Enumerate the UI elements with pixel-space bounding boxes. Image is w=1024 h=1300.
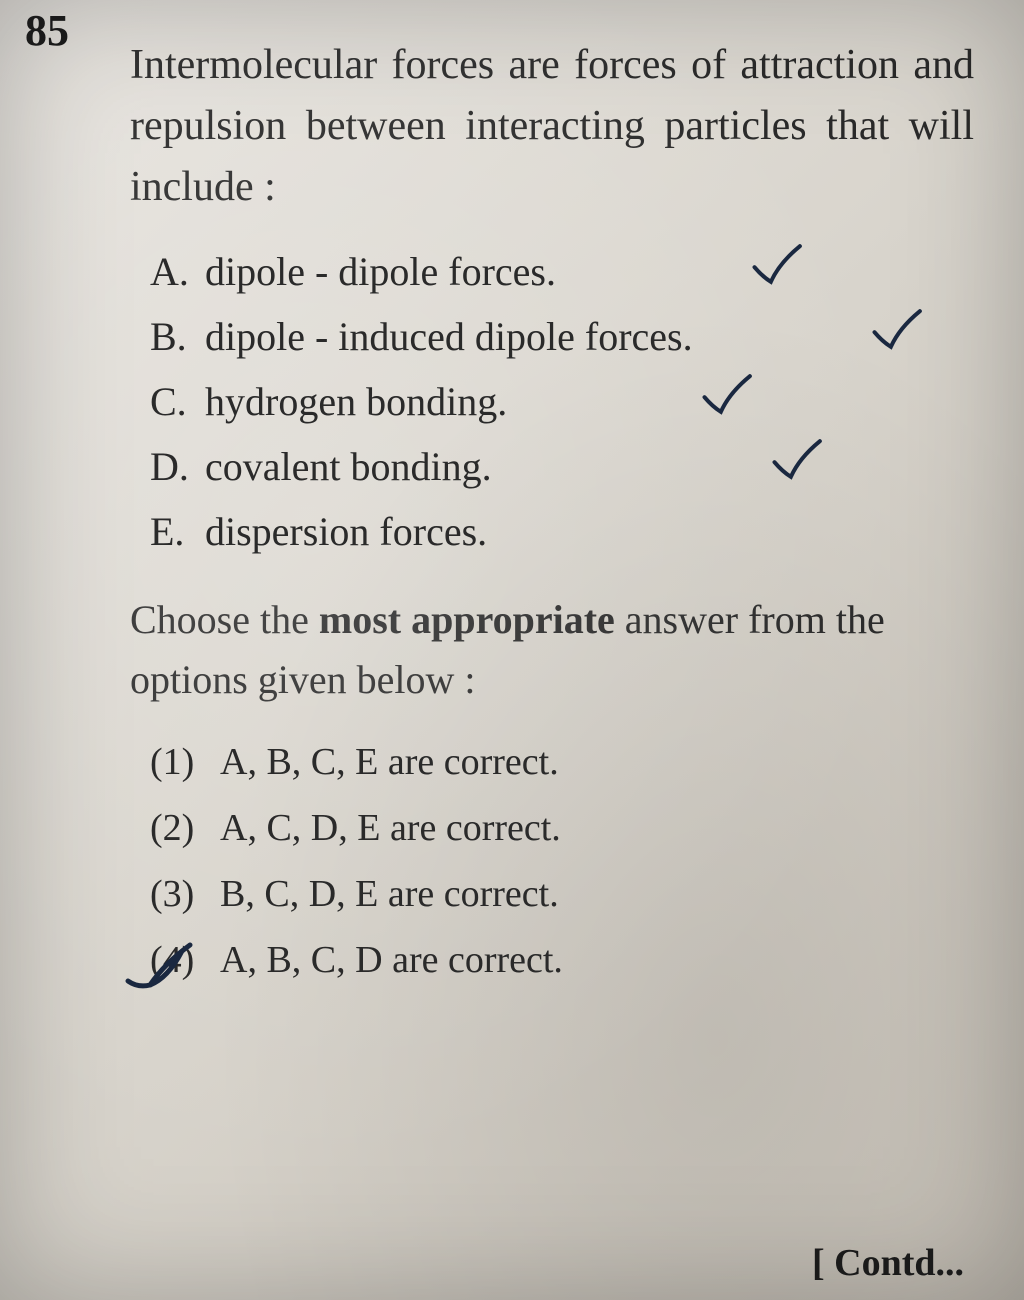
statement-label: B. [150,313,205,360]
checkmark-icon [768,435,833,497]
statement-label: C. [150,378,205,425]
statement-text: hydrogen bonding. [205,378,507,425]
statement-row: B.dipole - induced dipole forces. [150,313,974,360]
checkmark-icon [698,370,763,432]
statement-text: dipole - induced dipole forces. [205,313,693,360]
statement-list: A.dipole - dipole forces.B.dipole - indu… [150,248,974,555]
option-text: A, B, C, E are correct. [220,740,559,784]
option-text: A, B, C, D are correct. [220,938,563,982]
option-label: (2) [150,806,220,850]
statement-text: covalent bonding. [205,443,492,490]
statement-label: A. [150,248,205,295]
instruction-bold: most appropriate [319,597,615,642]
option-list: (1)A, B, C, E are correct.(2)A, C, D, E … [150,740,974,982]
checkmark-icon [868,305,933,367]
statement-row: D.covalent bonding. [150,443,974,490]
statement-label: E. [150,508,205,555]
option-label: (3) [150,872,220,916]
option-row: (4)A, B, C, D are correct. [150,938,974,982]
question-content: Intermolecular forces are forces of attr… [30,20,974,982]
statement-label: D. [150,443,205,490]
instruction-pre: Choose the [130,597,319,642]
option-row: (2)A, C, D, E are correct. [150,806,974,850]
question-stem: Intermolecular forces are forces of attr… [130,35,974,218]
statement-row: A.dipole - dipole forces. [150,248,974,295]
option-row: (3)B, C, D, E are correct. [150,872,974,916]
statement-row: C.hydrogen bonding. [150,378,974,425]
page-footer: [ Contd... [812,1241,964,1285]
question-number: 85 [25,5,69,56]
option-text: B, C, D, E are correct. [220,872,559,916]
statement-text: dipole - dipole forces. [205,248,556,295]
answer-instruction: Choose the most appropriate answer from … [130,590,974,710]
statement-row: E.dispersion forces. [150,508,974,555]
checkmark-icon [748,240,813,302]
option-label: (1) [150,740,220,784]
statement-text: dispersion forces. [205,508,487,555]
option-text: A, C, D, E are correct. [220,806,561,850]
option-label: (4) [150,938,220,982]
option-row: (1)A, B, C, E are correct. [150,740,974,784]
